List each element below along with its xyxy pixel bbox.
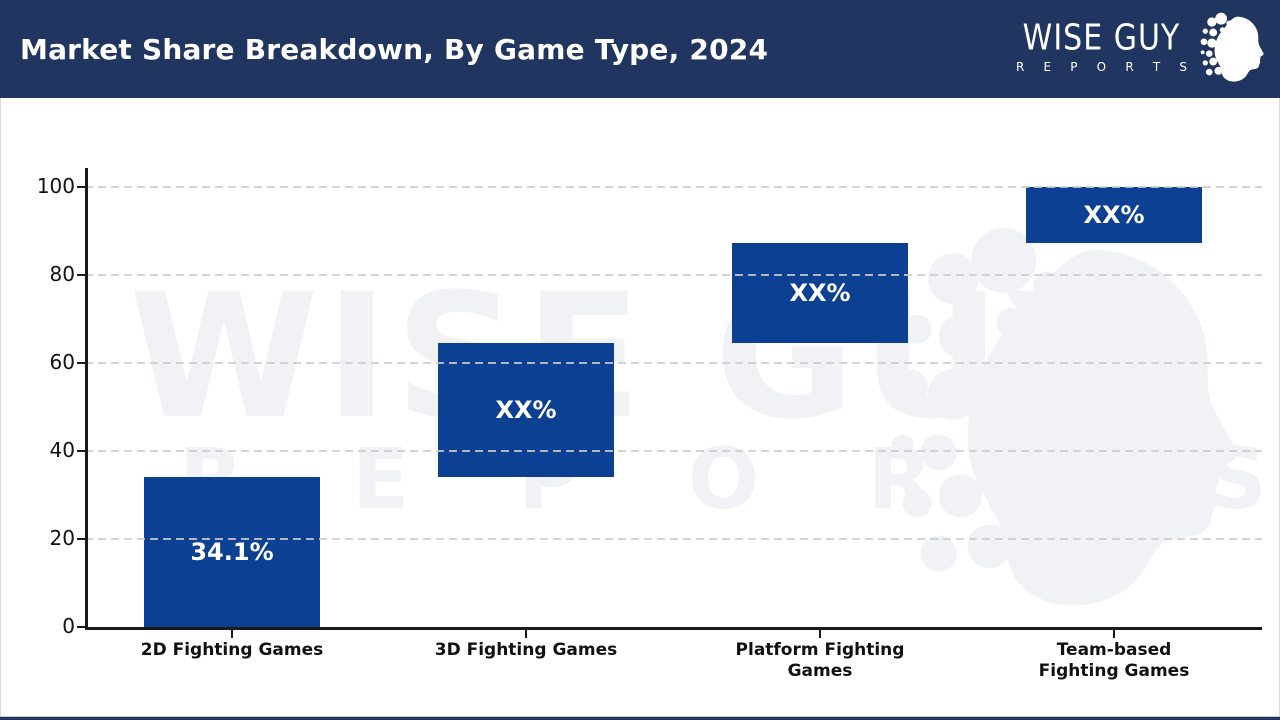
header: Market Share Breakdown, By Game Type, 20… [0,0,1280,98]
bar-value-label: 34.1% [190,537,274,566]
brand-logo: WISE GUY R E P O R T S [1007,11,1266,87]
brand-wordmark: WISE GUY R E P O R T S [1007,17,1196,74]
gridline [85,186,1262,188]
y-tick [77,186,85,188]
category-label: 2D Fighting Games [140,640,324,660]
y-tick [77,450,85,452]
brand-subtitle: R E P O R T S [1015,60,1196,74]
x-tick [819,630,821,638]
y-tick-label: 100 [36,174,75,198]
bar-value-label: XX% [1083,200,1145,229]
footer-divider [0,716,1280,717]
page-title: Market Share Breakdown, By Game Type, 20… [20,32,769,66]
y-tick-label: 0 [62,614,75,638]
chart-bar [1026,187,1202,243]
gridline [85,538,1262,540]
y-tick [77,626,85,628]
brand-name: WISE GUY [1022,17,1181,60]
category-label: Team-based Fighting Games [1038,640,1190,681]
category-label: 3D Fighting Games [434,640,618,660]
y-tick [77,362,85,364]
gridline [85,274,1262,276]
y-tick-label: 20 [49,526,75,550]
bar-value-label: XX% [495,396,557,425]
x-axis-line [85,627,1262,630]
watermark-head-icon [891,228,1237,606]
chart-bar [732,242,908,344]
y-tick [77,274,85,276]
category-label: Platform Fighting Games [735,640,905,681]
y-axis-line [85,168,88,630]
y-tick-label: 60 [49,350,75,374]
x-tick [231,630,233,638]
brand-head-icon [1200,12,1264,82]
x-tick [525,630,527,638]
chart-bar [438,343,614,477]
gridline [85,362,1262,364]
x-tick [1113,630,1115,638]
y-tick-label: 40 [49,438,75,462]
bar-value-label: XX% [789,279,851,308]
chart-bar [144,476,320,627]
y-tick [77,538,85,540]
chart-area: WISE GUY R E P O R T S 0 20 40 60 80 100 34.1%… [0,98,1280,716]
y-tick-label: 80 [49,262,75,286]
footer-strip [0,717,1280,720]
gridline [85,450,1262,452]
